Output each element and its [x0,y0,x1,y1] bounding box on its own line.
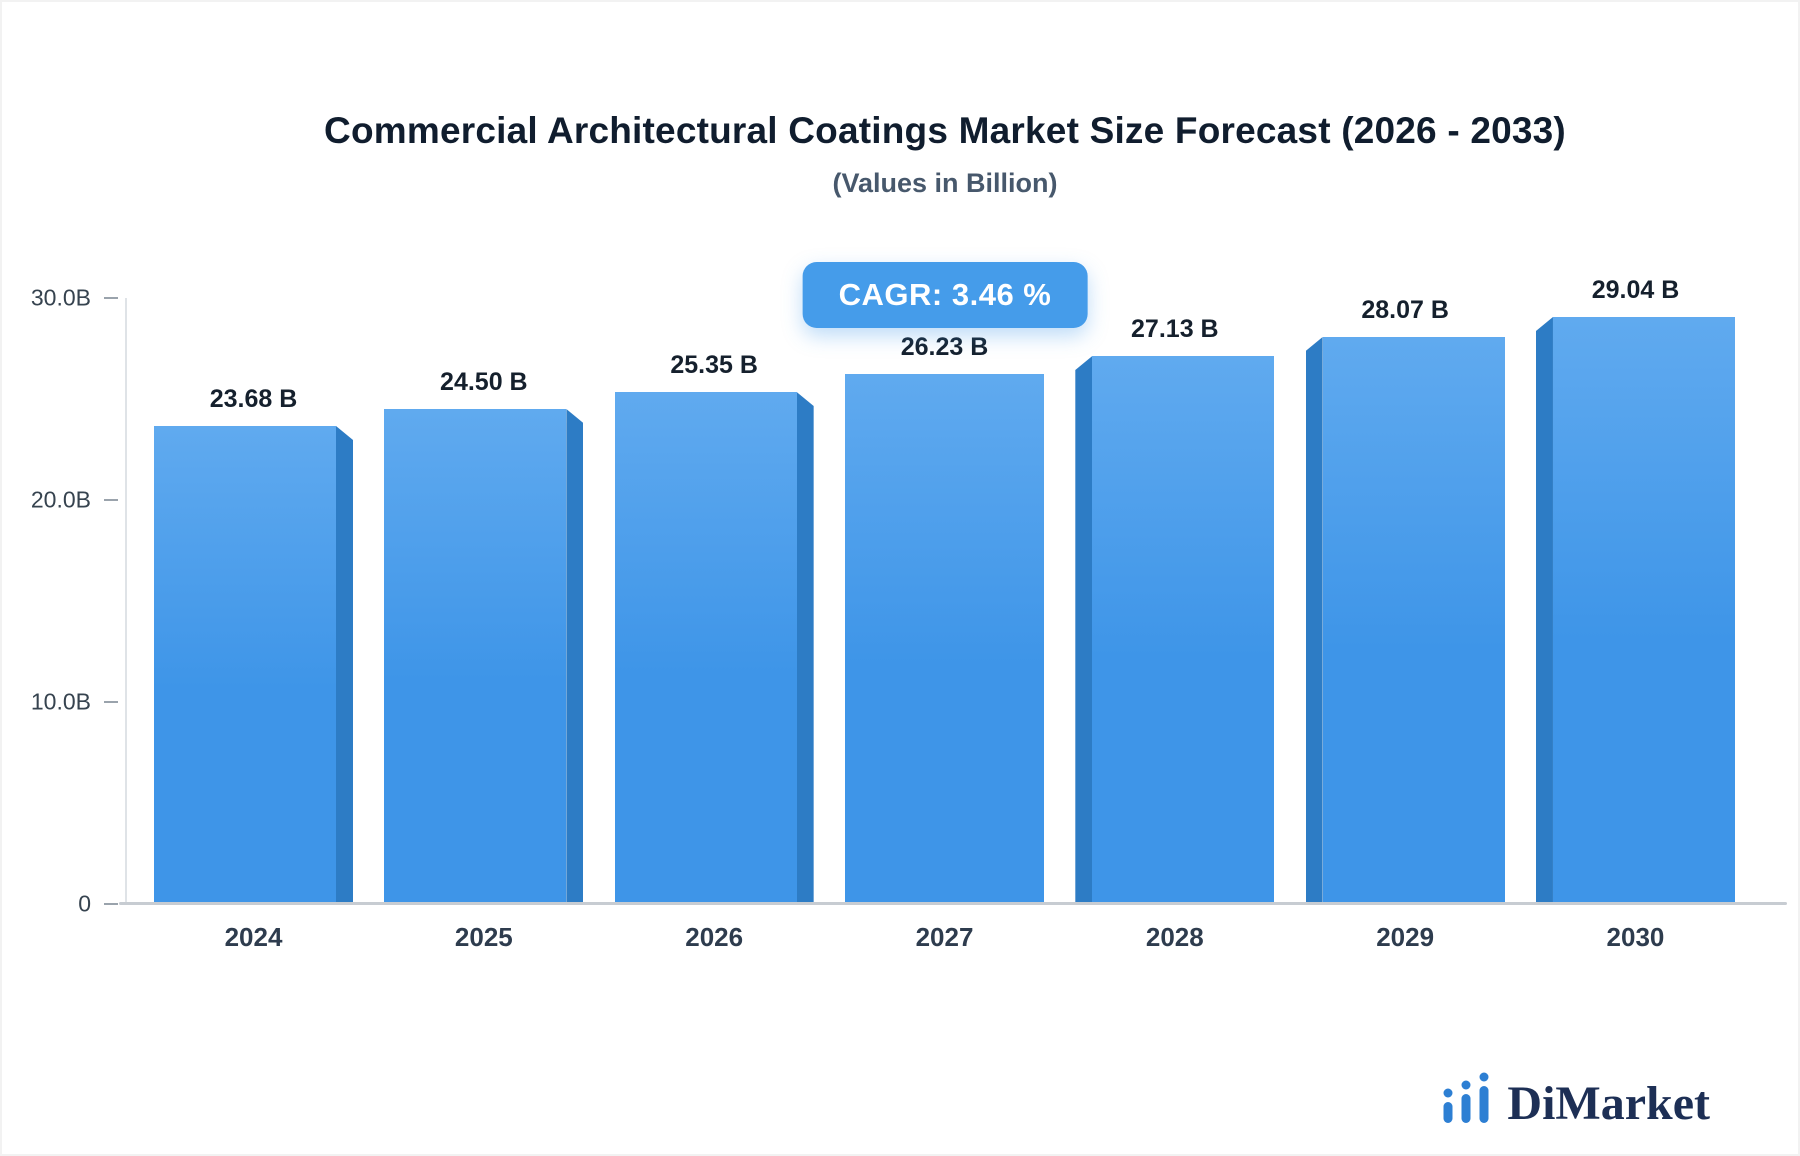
bar-face[interactable] [844,374,1044,904]
x-axis-labels: 2024 2025 2026 2027 2028 2029 2030 [154,922,1735,953]
dimarket-logo-icon [1443,1072,1489,1123]
bar-2027[interactable]: 26.23 B [844,298,1044,904]
bar-value-label: 23.68 B [209,385,298,413]
x-axis-label-2029: 2029 [1376,922,1435,952]
chart-title: Commercial Architectural Coatings Market… [324,110,1566,151]
cagr-badge: CAGR: 3.46 % [802,262,1088,328]
bar-value-label: 25.35 B [670,351,758,379]
bar-side-shade [1305,337,1323,904]
x-axis-label-2028: 2028 [1145,922,1204,952]
y-tick-label: 10.0B [30,688,91,715]
bar-side-shade [796,392,814,904]
bar-2028[interactable]: 27.13 B [1075,298,1275,904]
bar-face[interactable] [614,392,797,904]
x-axis-label-2026: 2026 [685,922,744,952]
y-tick-mark [104,701,118,703]
bar-side-shade [1535,317,1553,904]
bar-value-label: 26.23 B [900,333,989,361]
bar-value-label: 28.07 B [1361,296,1449,324]
x-axis-line [119,902,1787,905]
y-tick-mark [104,499,118,501]
y-axis-line [125,298,127,904]
x-axis-label-2025: 2025 [454,922,513,952]
chart-header: Commercial Architectural Coatings Market… [45,110,1800,199]
bar-side-shade [1075,356,1093,904]
y-tick-label: 0 [78,890,91,917]
chart-subtitle: (Values in Billion) [832,168,1058,198]
y-tick-label: 30.0B [30,284,91,311]
bar-face[interactable] [154,426,336,904]
dimarket-logo-text: DiMarket [1507,1077,1710,1130]
bar-2024[interactable]: 23.68 B [154,298,353,904]
bars-container: 23.68 B 24.50 B 25.35 B 26.23 B 27.13 B 28.07… [154,276,1735,904]
bar-face[interactable] [1322,337,1505,904]
cagr-badge-label: CAGR: 3.46 % [838,277,1052,312]
bar-face[interactable] [1092,356,1275,904]
bar-2026[interactable]: 25.35 B [614,298,814,904]
x-axis-label-2027: 2027 [915,922,974,952]
bar-2030[interactable]: 29.04 B [1535,276,1735,904]
bar-value-label: 27.13 B [1131,315,1219,343]
y-tick-mark [104,903,118,905]
bar-value-label: 29.04 B [1591,276,1680,304]
y-tick-mark [104,297,118,299]
bar-value-label: 24.50 B [440,368,528,396]
bar-2025[interactable]: 24.50 B [384,298,584,904]
bar-2029[interactable]: 28.07 B [1305,296,1505,904]
y-tick-label: 20.0B [30,486,91,513]
bar-face[interactable] [1552,317,1735,904]
x-axis-label-2030: 2030 [1606,922,1665,952]
bar-face[interactable] [384,409,567,904]
bar-side-shade [566,409,584,904]
x-axis-label-2024: 2024 [224,922,283,952]
bar-chart: 0 10.0B 20.0B 30.0B 23.68 B 24.50 B 25.35 B 26… [31,262,1787,952]
bar-side-shade [336,426,353,904]
dimarket-logo: DiMarket [1439,1072,1710,1128]
